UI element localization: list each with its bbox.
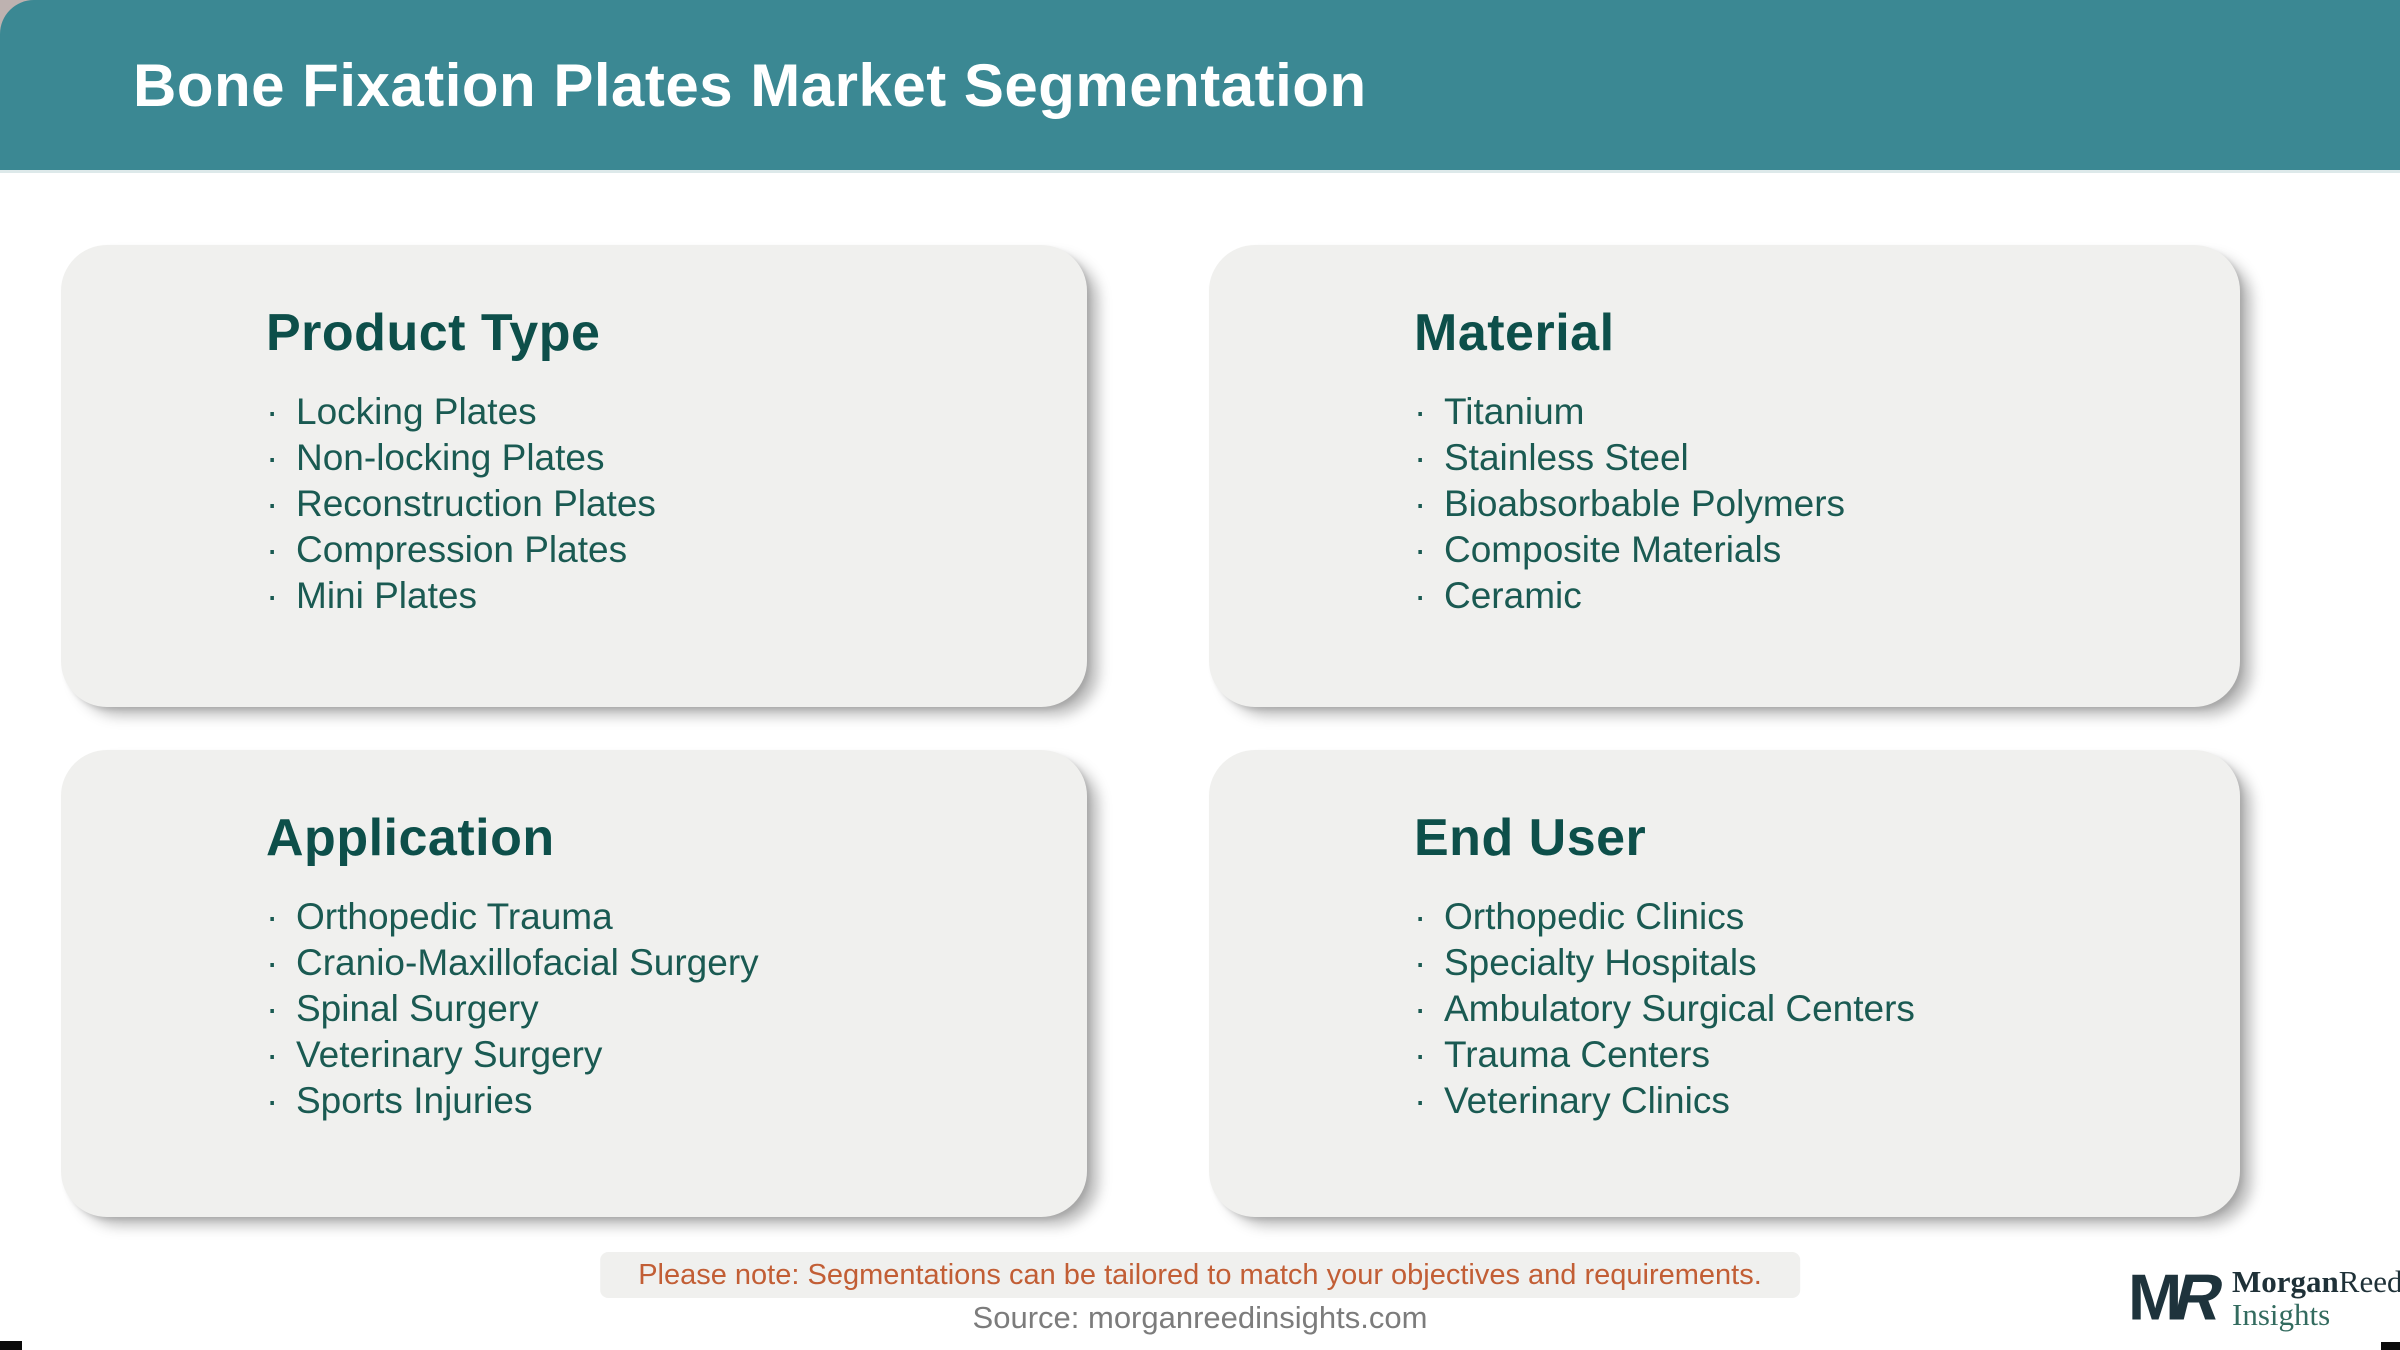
list-item: · Bioabsorbable Polymers bbox=[1414, 481, 2180, 527]
list-item-label: Non-locking Plates bbox=[296, 437, 605, 478]
list-item: · Orthopedic Trauma bbox=[266, 894, 1027, 940]
card-product-type: Product Type · Locking Plates · Non-lockin… bbox=[61, 245, 1087, 707]
card-list: · Orthopedic Trauma · Cranio-Maxillofacial… bbox=[266, 894, 1027, 1124]
list-item: · Veterinary Clinics bbox=[1414, 1078, 2180, 1124]
list-item: · Non-locking Plates bbox=[266, 435, 1027, 481]
bullet-dot: · bbox=[266, 942, 279, 983]
bullet-dot: · bbox=[1414, 1080, 1427, 1121]
bullet-dot: · bbox=[266, 1080, 279, 1121]
logo-company-name: MorganReed bbox=[2232, 1266, 2400, 1297]
list-item-label: Spinal Surgery bbox=[296, 988, 539, 1029]
card-title: Product Type bbox=[266, 304, 601, 362]
list-item-label: Trauma Centers bbox=[1444, 1034, 1710, 1075]
bullet-dot: · bbox=[1414, 988, 1427, 1029]
card-material: Material · Titanium · Stainless Steel · Bio… bbox=[1209, 245, 2240, 707]
list-item: · Reconstruction Plates bbox=[266, 481, 1027, 527]
bullet-dot: · bbox=[266, 529, 279, 570]
list-item: · Ambulatory Surgical Centers bbox=[1414, 986, 2180, 1032]
card-list: · Orthopedic Clinics · Specialty Hospitals… bbox=[1414, 894, 2180, 1124]
bullet-dot: · bbox=[266, 1034, 279, 1075]
list-item-label: Specialty Hospitals bbox=[1444, 942, 1757, 983]
list-item: · Trauma Centers bbox=[1414, 1032, 2180, 1078]
card-title: Material bbox=[1414, 304, 1615, 362]
list-item: · Composite Materials bbox=[1414, 527, 2180, 573]
list-item-label: Mini Plates bbox=[296, 575, 477, 616]
logo-name-bold: Morgan bbox=[2232, 1264, 2339, 1299]
list-item-label: Veterinary Surgery bbox=[296, 1034, 603, 1075]
list-item: · Veterinary Surgery bbox=[266, 1032, 1027, 1078]
bullet-dot: · bbox=[1414, 391, 1427, 432]
logo-name-regular: Reed bbox=[2338, 1264, 2400, 1299]
bullet-dot: · bbox=[1414, 483, 1427, 524]
page-title: Bone Fixation Plates Market Segmentation bbox=[133, 51, 1367, 119]
list-item-label: Cranio-Maxillofacial Surgery bbox=[296, 942, 759, 983]
list-item-label: Ambulatory Surgical Centers bbox=[1444, 988, 1915, 1029]
list-item: · Specialty Hospitals bbox=[1414, 940, 2180, 986]
bullet-dot: · bbox=[1414, 1034, 1427, 1075]
bullet-dot: · bbox=[1414, 942, 1427, 983]
card-title: Application bbox=[266, 809, 555, 867]
note-banner: Please note: Segmentations can be tailor… bbox=[600, 1252, 1800, 1298]
bullet-dot: · bbox=[266, 483, 279, 524]
card-application: Application · Orthopedic Trauma · Cranio-M… bbox=[61, 750, 1087, 1217]
list-item-label: Ceramic bbox=[1444, 575, 1582, 616]
list-item: · Titanium bbox=[1414, 389, 2180, 435]
list-item: · Compression Plates bbox=[266, 527, 1027, 573]
list-item-label: Titanium bbox=[1444, 391, 1585, 432]
mr-monogram-icon: M R bbox=[2128, 1266, 2222, 1330]
morganreed-logo: M R MorganReed Insights bbox=[2128, 1266, 2400, 1330]
list-item-label: Sports Injuries bbox=[296, 1080, 533, 1121]
list-item: · Locking Plates bbox=[266, 389, 1027, 435]
list-item: · Cranio-Maxillofacial Surgery bbox=[266, 940, 1027, 986]
bottom-right-mark bbox=[2381, 1342, 2400, 1350]
source-text: Source: morganreedinsights.com bbox=[972, 1300, 1428, 1335]
logo-wordmark: MorganReed Insights bbox=[2232, 1266, 2400, 1330]
bullet-dot: · bbox=[266, 575, 279, 616]
list-item-label: Stainless Steel bbox=[1444, 437, 1689, 478]
card-list: · Titanium · Stainless Steel · Bioabsorbabl… bbox=[1414, 389, 2180, 619]
list-item-label: Reconstruction Plates bbox=[296, 483, 656, 524]
list-item-label: Locking Plates bbox=[296, 391, 537, 432]
list-item-label: Orthopedic Clinics bbox=[1444, 896, 1745, 937]
bullet-dot: · bbox=[1414, 896, 1427, 937]
bullet-dot: · bbox=[266, 988, 279, 1029]
bullet-dot: · bbox=[1414, 575, 1427, 616]
card-title: End User bbox=[1414, 809, 1647, 867]
list-item-label: Compression Plates bbox=[296, 529, 628, 570]
bullet-dot: · bbox=[266, 437, 279, 478]
list-item: · Stainless Steel bbox=[1414, 435, 2180, 481]
bullet-dot: · bbox=[1414, 437, 1427, 478]
list-item-label: Bioabsorbable Polymers bbox=[1444, 483, 1846, 524]
bullet-dot: · bbox=[266, 896, 279, 937]
bullet-dot: · bbox=[266, 391, 279, 432]
list-item-label: Veterinary Clinics bbox=[1444, 1080, 1730, 1121]
list-item-label: Composite Materials bbox=[1444, 529, 1782, 570]
logo-tagline: Insights bbox=[2232, 1297, 2331, 1332]
list-item: · Sports Injuries bbox=[266, 1078, 1027, 1124]
monogram-m: M bbox=[2128, 1266, 2182, 1330]
header-banner: Bone Fixation Plates Market Segmentation bbox=[0, 0, 2400, 170]
list-item-label: Orthopedic Trauma bbox=[296, 896, 613, 937]
list-item: · Orthopedic Clinics bbox=[1414, 894, 2180, 940]
list-item: · Spinal Surgery bbox=[266, 986, 1027, 1032]
bottom-left-mark bbox=[0, 1341, 22, 1350]
bullet-dot: · bbox=[1414, 529, 1427, 570]
card-end-user: End User · Orthopedic Clinics · Specialty … bbox=[1209, 750, 2240, 1217]
list-item: · Mini Plates bbox=[266, 573, 1027, 619]
list-item: · Ceramic bbox=[1414, 573, 2180, 619]
card-list: · Locking Plates · Non-locking Plates · Rec… bbox=[266, 389, 1027, 619]
